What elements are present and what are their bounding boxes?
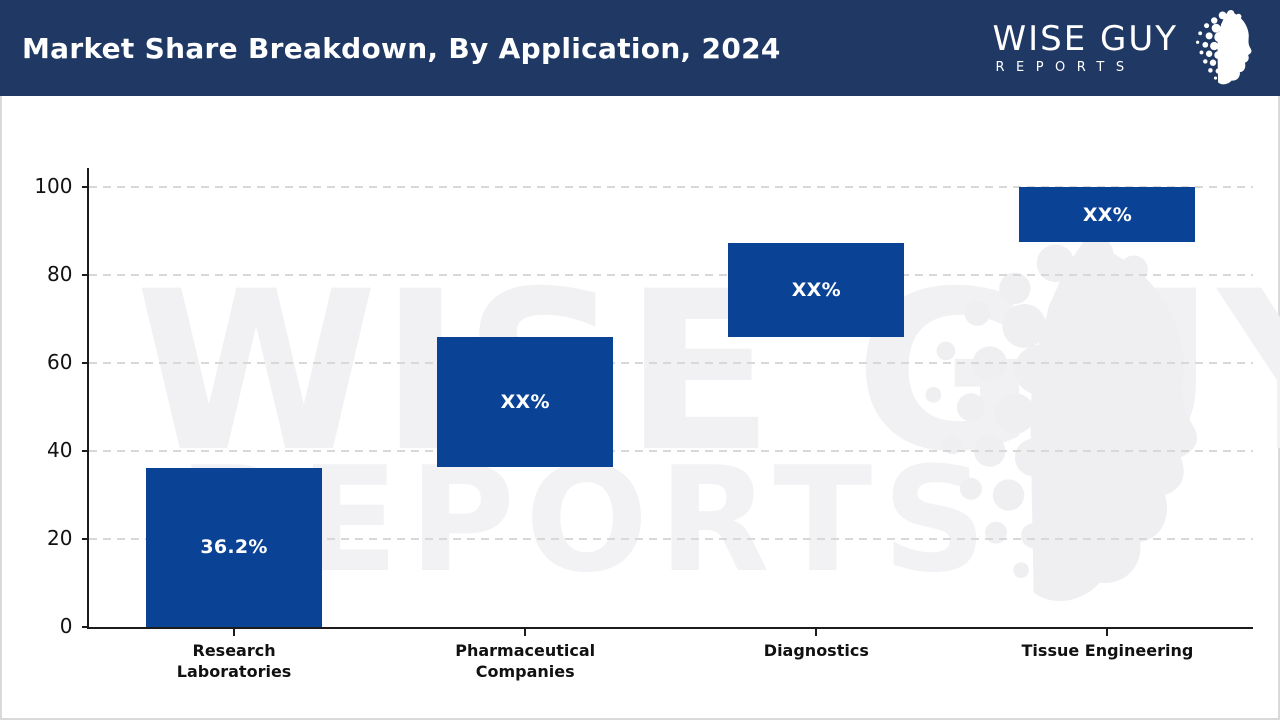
bar-value-label: 36.2% xyxy=(200,536,268,559)
x-axis-category-label: Pharmaceutical Companies xyxy=(455,641,596,681)
waterfall-bar-research-laboratories: 36.2% xyxy=(146,467,323,627)
y-axis-tick xyxy=(81,186,89,188)
y-axis-tick xyxy=(81,362,89,364)
y-axis-tick xyxy=(81,450,89,452)
x-axis-tick xyxy=(815,629,818,636)
waterfall-bar-diagnostics: XX% xyxy=(728,242,905,338)
y-axis-line xyxy=(86,168,89,629)
y-axis-tick xyxy=(81,538,89,540)
y-axis-tick-label: 60 xyxy=(47,349,73,374)
y-axis-tick-label: 40 xyxy=(47,437,73,462)
waterfall-bar-pharmaceutical-companies: XX% xyxy=(437,336,614,468)
logo-head-icon xyxy=(1196,9,1252,85)
y-axis-tick xyxy=(81,626,89,628)
x-axis-tick xyxy=(233,629,236,636)
logo-line2: REPORTS xyxy=(995,60,1136,75)
y-axis-tick-label: 0 xyxy=(59,613,73,638)
waterfall-bar-tissue-engineering: XX% xyxy=(1019,187,1196,243)
header-bar: Market Share Breakdown, By Application, … xyxy=(0,0,1280,96)
logo-wordmark: WISE GUY REPORTS xyxy=(992,22,1178,74)
y-axis-tick-label: 80 xyxy=(47,261,73,286)
bar-value-label: XX% xyxy=(1082,203,1133,226)
x-axis-category-label: Research Laboratories xyxy=(176,641,292,681)
wiseguy-logo: WISE GUY REPORTS xyxy=(992,9,1258,87)
bar-value-label: XX% xyxy=(791,278,841,301)
chart-title: Market Share Breakdown, By Application, … xyxy=(22,31,781,65)
h-gridline xyxy=(88,274,1253,276)
x-axis-line xyxy=(86,627,1253,629)
x-axis-category-label: Diagnostics xyxy=(763,641,869,660)
x-axis-tick xyxy=(524,629,527,636)
h-gridline xyxy=(88,186,1253,188)
h-gridline xyxy=(88,450,1253,452)
y-axis-tick-label: 20 xyxy=(47,525,73,550)
y-axis-tick xyxy=(81,274,89,276)
x-axis-category-label: Tissue Engineering xyxy=(1021,641,1194,660)
x-axis-tick xyxy=(1106,629,1109,636)
h-gridline xyxy=(88,362,1253,364)
logo-line1: WISE GUY xyxy=(992,19,1178,59)
h-gridline xyxy=(88,538,1253,540)
y-axis-tick-label: 100 xyxy=(34,173,73,198)
bar-value-label: XX% xyxy=(500,390,550,413)
